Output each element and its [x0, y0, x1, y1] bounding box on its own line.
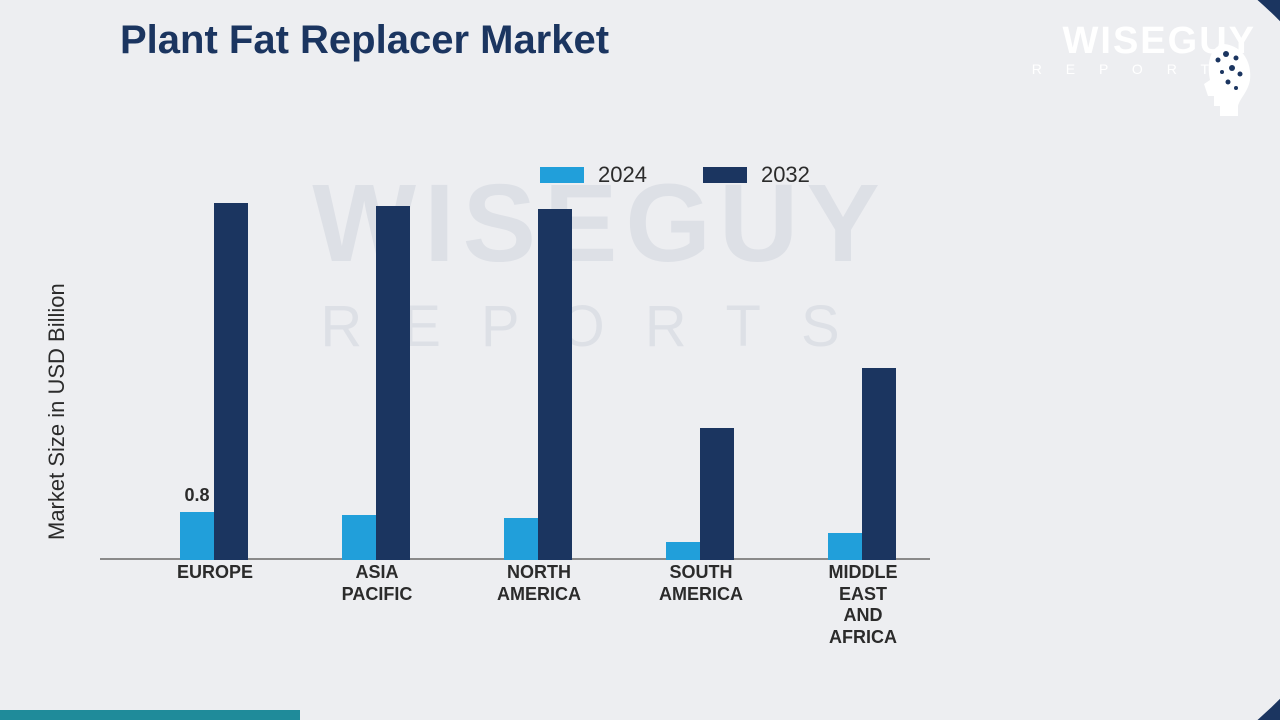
category-label: ASIAPACIFIC	[302, 562, 452, 605]
category-label: NORTHAMERICA	[464, 562, 614, 605]
bar-2032	[214, 203, 248, 560]
chart-card: WISEGUY R E P O R T S Plant Fat Replacer…	[0, 0, 1280, 720]
bar-2024	[342, 515, 376, 560]
brand-head-icon	[1186, 40, 1256, 120]
category-label: MIDDLEEASTANDAFRICA	[788, 562, 938, 648]
y-axis-label: Market Size in USD Billion	[44, 283, 70, 540]
bar-2024	[828, 533, 862, 560]
value-label: 0.8	[184, 485, 209, 506]
legend-item-2032: 2032	[703, 162, 810, 188]
chart-title: Plant Fat Replacer Market	[120, 18, 609, 63]
chart-plot-area: 0.8	[100, 200, 930, 560]
bar-2032	[538, 209, 572, 560]
brand-logo: WISEGUY R E P O R T S	[1032, 22, 1256, 76]
chart-legend: 2024 2032	[540, 162, 810, 188]
legend-swatch-2024	[540, 167, 584, 183]
legend-label-2024: 2024	[598, 162, 647, 188]
bottom-accent-strip	[0, 710, 300, 720]
bar-2024	[666, 542, 700, 560]
bar-2032	[700, 428, 734, 560]
bar-2024	[504, 518, 538, 560]
category-label: SOUTHAMERICA	[626, 562, 776, 605]
legend-label-2032: 2032	[761, 162, 810, 188]
bar-2032	[376, 206, 410, 560]
legend-item-2024: 2024	[540, 162, 647, 188]
legend-swatch-2032	[703, 167, 747, 183]
bar-2024	[180, 512, 214, 560]
category-label: EUROPE	[140, 562, 290, 584]
bar-2032	[862, 368, 896, 560]
